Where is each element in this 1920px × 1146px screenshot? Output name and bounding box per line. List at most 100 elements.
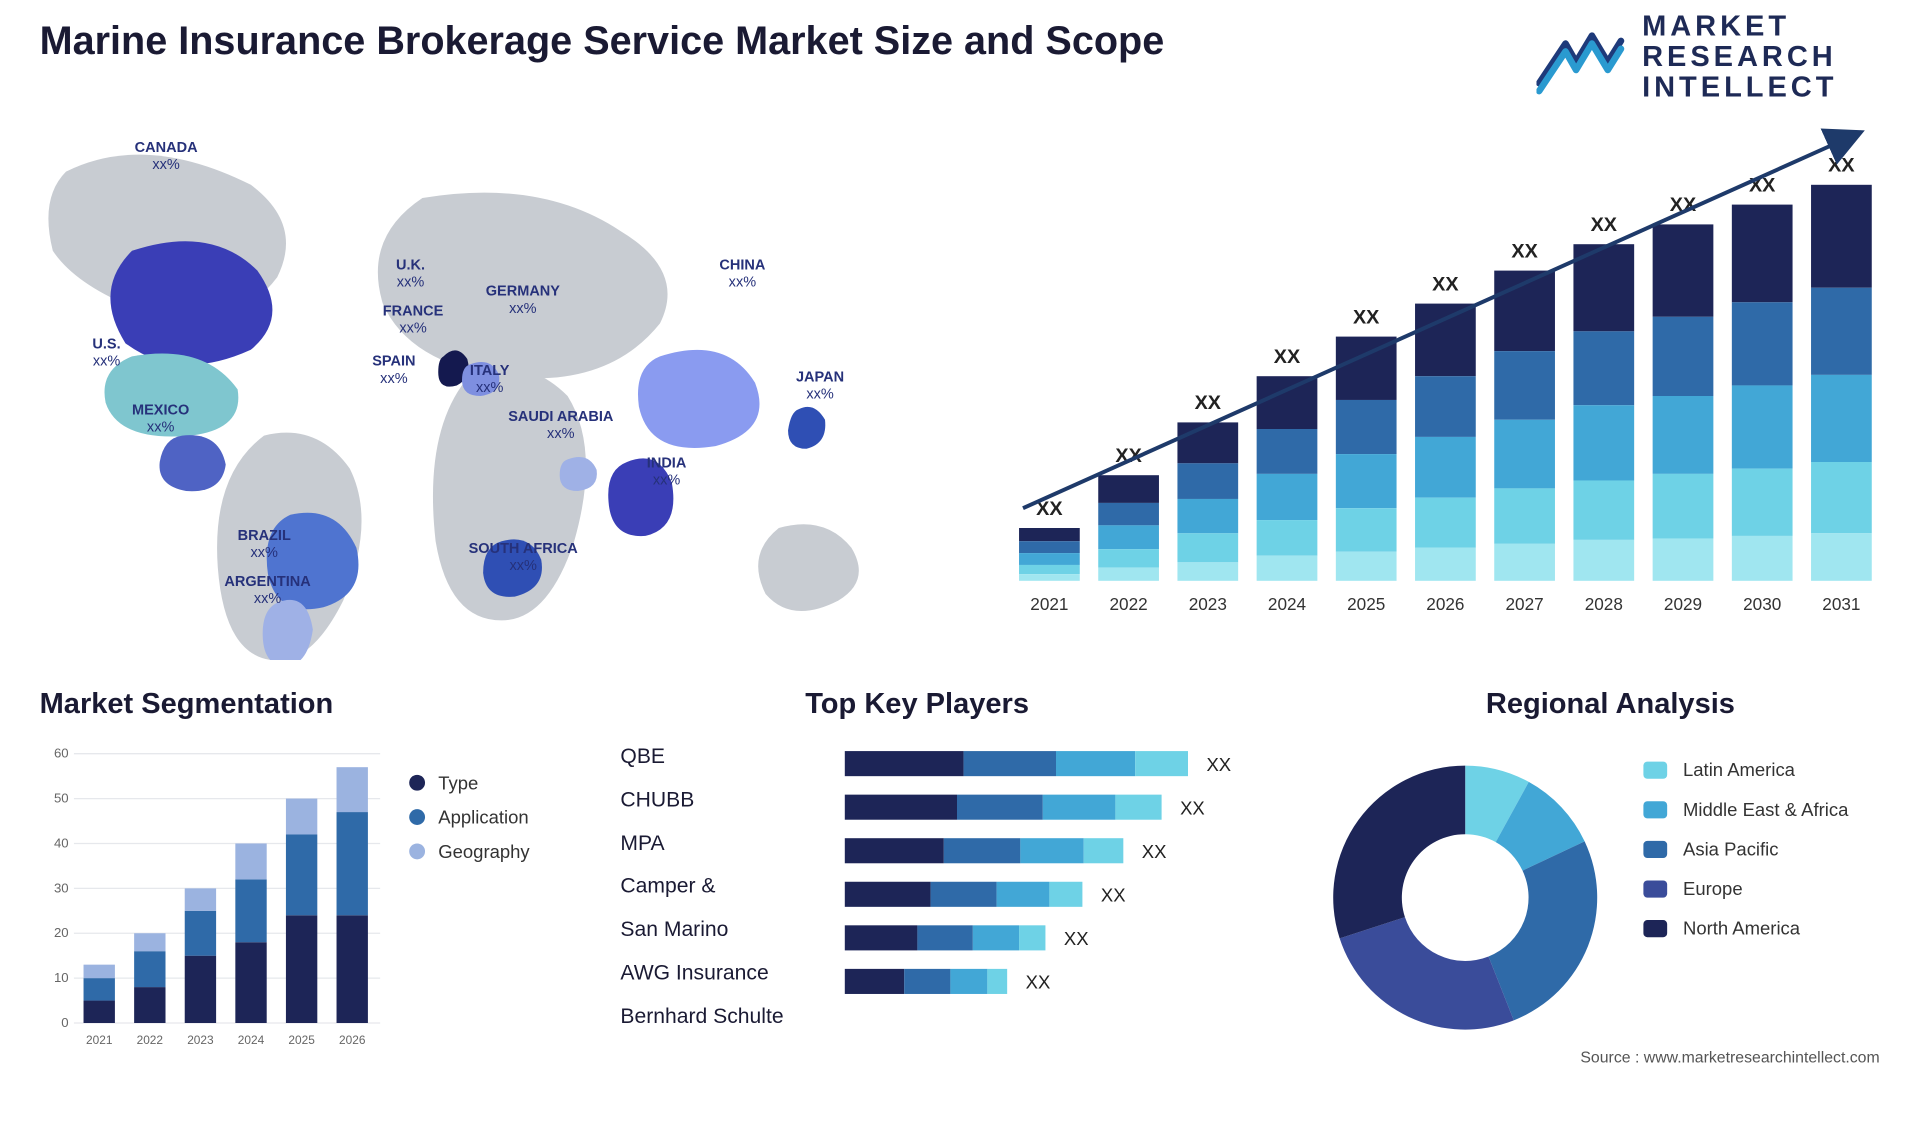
regional-title: Regional Analysis: [1320, 686, 1901, 720]
bar-value-label: XX: [1353, 306, 1379, 328]
map-label: CANADAxx%: [135, 140, 198, 173]
svg-text:2026: 2026: [339, 1033, 366, 1047]
bar-column: XX: [1571, 214, 1637, 581]
bar-column: XX: [1808, 154, 1874, 580]
kp-bar-row: XX: [845, 793, 1281, 821]
bar-value-label: XX: [1591, 214, 1617, 236]
bar-value-label: XX: [1036, 498, 1062, 520]
player-name: AWG Insurance: [620, 953, 783, 996]
bar-column: XX: [1650, 194, 1716, 581]
bar-value-label: XX: [1432, 273, 1458, 295]
map-label: GERMANYxx%: [486, 284, 560, 317]
kp-value-label: XX: [1101, 884, 1126, 905]
kp-bar-row: XX: [845, 750, 1281, 778]
bar-year-label: 2029: [1650, 594, 1716, 614]
svg-text:50: 50: [54, 791, 69, 806]
bar-value-label: XX: [1195, 392, 1221, 414]
bar-value-label: XX: [1749, 174, 1775, 196]
legend-item: Europe: [1643, 878, 1848, 899]
bar-column: XX: [1729, 174, 1795, 580]
bar-column: XX: [1333, 306, 1399, 580]
svg-text:40: 40: [54, 835, 69, 850]
map-label: U.K.xx%: [396, 257, 425, 290]
regional-legend: Latin America Middle East & Africa Asia Pa…: [1643, 759, 1848, 957]
bar-value-label: XX: [1115, 445, 1141, 467]
map-label: SAUDI ARABIAxx%: [508, 409, 613, 442]
legend-item: Geography: [409, 841, 529, 862]
bar-year-label: 2022: [1096, 594, 1162, 614]
legend-item: Type: [409, 772, 529, 793]
bar-year-label: 2027: [1492, 594, 1558, 614]
legend-item: Latin America: [1643, 759, 1848, 780]
legend-item: Asia Pacific: [1643, 838, 1848, 859]
logo-line3: INTELLECT: [1642, 72, 1837, 102]
logo-line2: RESEARCH: [1642, 41, 1837, 71]
legend-item: North America: [1643, 917, 1848, 938]
key-players-block: Top Key Players XX XX XX XX XX XX: [805, 686, 1293, 1042]
kp-bar-row: XX: [845, 837, 1281, 865]
key-players-title: Top Key Players: [805, 686, 1293, 720]
bar-column: XX: [1412, 273, 1478, 580]
bar-value-label: XX: [1511, 240, 1537, 262]
page-title: Marine Insurance Brokerage Service Marke…: [40, 20, 1165, 65]
bar-value-label: XX: [1274, 346, 1300, 368]
segmentation-chart: 0 10 20 30 40 50 60 2021 2022 2023 2024 2025 2026: [40, 746, 383, 1050]
bar-year-label: 2024: [1254, 594, 1320, 614]
bar-year-label: 2030: [1729, 594, 1795, 614]
kp-bar-row: XX: [845, 880, 1281, 908]
kp-value-label: XX: [1180, 797, 1205, 818]
svg-text:2021: 2021: [86, 1033, 113, 1047]
map-label: BRAZILxx%: [238, 528, 291, 561]
regional-donut: [1320, 752, 1610, 1042]
bar-column: XX: [1096, 445, 1162, 581]
map-label: INDIAxx%: [647, 455, 687, 488]
svg-text:60: 60: [54, 746, 69, 761]
legend-item: Middle East & Africa: [1643, 799, 1848, 820]
bar-year-label: 2028: [1571, 594, 1637, 614]
bar-year-label: 2023: [1175, 594, 1241, 614]
svg-text:2023: 2023: [187, 1033, 214, 1047]
player-name: QBE: [620, 737, 783, 780]
svg-text:2025: 2025: [288, 1033, 315, 1047]
bar-column: XX: [1175, 392, 1241, 581]
map-label: ARGENTINAxx%: [224, 574, 310, 607]
map-label: SPAINxx%: [372, 354, 415, 387]
bar-year-label: 2026: [1412, 594, 1478, 614]
legend-item: Application: [409, 807, 529, 828]
player-name: CHUBB: [620, 780, 783, 823]
svg-text:20: 20: [54, 925, 69, 940]
world-map: CANADAxx% U.S.xx% MEXICOxx% BRAZILxx% ARGENT…: [26, 132, 976, 660]
bar-column: XX: [1016, 498, 1082, 581]
brand-logo: MARKET RESEARCH INTELLECT: [1536, 11, 1879, 102]
map-label: ITALYxx%: [470, 363, 510, 396]
map-label: CHINAxx%: [719, 257, 765, 290]
main-bar-chart: XXXXXXXXXXXXXXXXXXXXXX 20212022202320242…: [1016, 112, 1874, 614]
svg-text:2024: 2024: [238, 1033, 265, 1047]
segmentation-title: Market Segmentation: [40, 686, 753, 720]
regional-block: Regional Analysis Latin America Middle Ea…: [1320, 686, 1901, 1042]
kp-value-label: XX: [1206, 753, 1231, 774]
map-label: MEXICOxx%: [132, 403, 189, 436]
segmentation-legend: Type Application Geography: [409, 772, 529, 875]
svg-text:2022: 2022: [137, 1033, 163, 1047]
source-text: Source : www.marketresearchintellect.com: [1580, 1048, 1879, 1066]
svg-text:10: 10: [54, 970, 69, 985]
player-name: Bernhard Schulte: [620, 996, 783, 1039]
kp-bar-row: XX: [845, 924, 1281, 952]
svg-text:30: 30: [54, 880, 69, 895]
player-name: Camper &: [620, 866, 783, 909]
logo-line1: MARKET: [1642, 11, 1837, 41]
map-label: SOUTH AFRICAxx%: [469, 541, 578, 574]
bar-column: XX: [1492, 240, 1558, 580]
bar-year-label: 2031: [1808, 594, 1874, 614]
kp-value-label: XX: [1064, 927, 1089, 948]
map-label: FRANCExx%: [383, 304, 444, 337]
map-label: U.S.xx%: [92, 337, 120, 370]
kp-bar-row: XX: [845, 968, 1281, 996]
player-name: MPA: [620, 823, 783, 866]
kp-value-label: XX: [1142, 840, 1167, 861]
bar-year-label: 2021: [1016, 594, 1082, 614]
bar-year-label: 2025: [1333, 594, 1399, 614]
bar-column: XX: [1254, 346, 1320, 581]
svg-text:0: 0: [61, 1015, 68, 1030]
